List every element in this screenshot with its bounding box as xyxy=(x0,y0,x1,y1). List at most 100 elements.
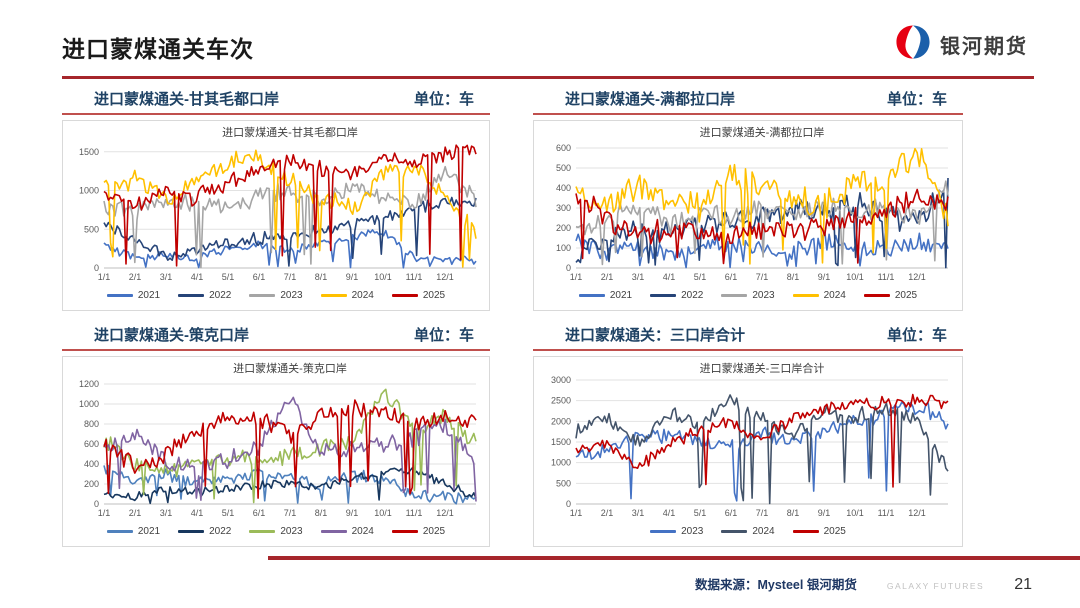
svg-text:11/1: 11/1 xyxy=(878,272,895,282)
svg-text:200: 200 xyxy=(84,479,99,489)
svg-text:9/1: 9/1 xyxy=(346,272,359,282)
svg-text:2500: 2500 xyxy=(551,396,571,406)
svg-text:8/1: 8/1 xyxy=(787,272,800,282)
svg-text:进口蒙煤通关-三口岸合计: 进口蒙煤通关-三口岸合计 xyxy=(700,361,825,375)
svg-text:10/1: 10/1 xyxy=(374,272,392,282)
svg-text:300: 300 xyxy=(556,203,571,213)
section-header: 进口蒙煤通关-满都拉口岸 单位：车 xyxy=(533,86,963,115)
svg-text:9/1: 9/1 xyxy=(818,508,831,518)
svg-text:1200: 1200 xyxy=(79,379,99,389)
legend-item: 2021 xyxy=(106,525,161,537)
page-title: 进口蒙煤通关车次 xyxy=(62,36,254,62)
legend-item: 2021 xyxy=(578,289,633,301)
svg-text:100: 100 xyxy=(556,243,571,253)
svg-text:1000: 1000 xyxy=(79,399,99,409)
svg-text:800: 800 xyxy=(84,419,99,429)
svg-text:2/1: 2/1 xyxy=(129,508,142,518)
header-divider xyxy=(62,76,1034,79)
svg-text:3/1: 3/1 xyxy=(160,508,173,518)
legend-line-swatch xyxy=(578,293,605,297)
svg-text:10/1: 10/1 xyxy=(846,272,864,282)
legend-line-swatch xyxy=(863,293,890,297)
svg-text:8/1: 8/1 xyxy=(315,272,328,282)
svg-text:11/1: 11/1 xyxy=(406,508,423,518)
line-chart-ganqimaodu: 进口蒙煤通关-甘其毛都口岸 0 500 1000 1500 1/1 2/1 3/1 4/1 5/1… xyxy=(64,124,488,284)
legend-line-swatch xyxy=(106,293,133,297)
chart-section-ceke: 进口蒙煤通关-策克口岸 单位：车 进口蒙煤通关-策克口岸 0 200 400 600 80… xyxy=(62,322,490,547)
svg-text:进口蒙煤通关-甘其毛都口岸: 进口蒙煤通关-甘其毛都口岸 xyxy=(222,125,358,139)
svg-text:6/1: 6/1 xyxy=(725,508,738,518)
legend-item: 2025 xyxy=(863,289,918,301)
legend-label: 2025 xyxy=(823,525,846,537)
section-header: 进口蒙煤通关-策克口岸 单位：车 xyxy=(62,322,490,351)
chart-legend: 2023 2024 2025 xyxy=(534,520,962,542)
legend-item: 2024 xyxy=(792,290,846,301)
legend-label: 2024 xyxy=(351,289,374,301)
section-unit-label: 单位：车 xyxy=(886,327,947,344)
legend-label: 2021 xyxy=(609,289,633,301)
section-unit-label: 单位：车 xyxy=(886,91,947,108)
svg-text:4/1: 4/1 xyxy=(663,272,676,282)
legend-item: 2025 xyxy=(792,525,846,537)
legend-line-swatch xyxy=(249,293,276,297)
chart-legend: 2021 2022 2023 2024 2025 xyxy=(534,284,962,306)
legend-label: 2025 xyxy=(894,289,918,301)
chart-section-total: 进口蒙煤通关：三口岸合计 单位：车 进口蒙煤通关-三口岸合计 0 500 1000 15… xyxy=(533,322,963,547)
svg-text:600: 600 xyxy=(84,439,99,449)
legend-label: 2021 xyxy=(137,289,161,301)
footer-divider xyxy=(268,556,1080,560)
legend-line-swatch xyxy=(650,529,677,533)
svg-text:8/1: 8/1 xyxy=(787,508,800,518)
chart-section-mandula: 进口蒙煤通关-满都拉口岸 单位：车 进口蒙煤通关-满都拉口岸 0 100 200 300… xyxy=(533,86,963,311)
legend-label: 2023 xyxy=(280,525,303,537)
data-source-label: 数据来源：Mysteel 银河期货 xyxy=(694,578,857,592)
svg-text:1000: 1000 xyxy=(551,458,571,468)
logo-text: 银河期货 xyxy=(940,36,1028,58)
svg-text:600: 600 xyxy=(556,143,571,153)
svg-text:500: 500 xyxy=(556,163,571,173)
legend-label: 2021 xyxy=(137,525,161,537)
legend-label: 2023 xyxy=(752,289,775,301)
section-unit-label: 单位：车 xyxy=(413,91,474,108)
svg-text:1/1: 1/1 xyxy=(570,272,583,282)
svg-text:1500: 1500 xyxy=(551,437,571,447)
svg-text:3/1: 3/1 xyxy=(160,272,173,282)
line-chart-mandula: 进口蒙煤通关-满都拉口岸 0 100 200 300 400 500 600 1/1 2/1 3/1… xyxy=(536,124,960,284)
section-header: 进口蒙煤通关-甘其毛都口岸 单位：车 xyxy=(62,86,490,115)
section-header: 进口蒙煤通关：三口岸合计 单位：车 xyxy=(533,322,963,351)
legend-line-swatch xyxy=(391,529,418,533)
legend-line-swatch xyxy=(721,293,748,297)
legend-label: 2024 xyxy=(351,525,374,537)
svg-text:3/1: 3/1 xyxy=(632,272,645,282)
svg-text:7/1: 7/1 xyxy=(284,508,297,518)
legend-item: 2022 xyxy=(178,290,231,301)
legend-item: 2021 xyxy=(106,289,161,301)
svg-text:7/1: 7/1 xyxy=(284,272,297,282)
svg-text:4/1: 4/1 xyxy=(191,508,204,518)
svg-text:2000: 2000 xyxy=(551,416,571,426)
legend-item: 2025 xyxy=(391,526,445,537)
svg-text:1/1: 1/1 xyxy=(98,508,111,518)
legend-label: 2025 xyxy=(422,289,446,301)
chart-panel: 进口蒙煤通关-甘其毛都口岸 0 500 1000 1500 1/1 2/1 3/1 4/1 5/1… xyxy=(62,120,490,311)
svg-text:6/1: 6/1 xyxy=(725,272,738,282)
svg-text:8/1: 8/1 xyxy=(315,508,328,518)
svg-text:500: 500 xyxy=(556,478,571,488)
legend-item: 2022 xyxy=(178,526,231,537)
svg-text:12/1: 12/1 xyxy=(908,508,926,518)
svg-text:进口蒙煤通关-策克口岸: 进口蒙煤通关-策克口岸 xyxy=(233,361,347,375)
legend-item: 2023 xyxy=(650,526,703,537)
svg-text:2/1: 2/1 xyxy=(129,272,142,282)
svg-text:12/1: 12/1 xyxy=(908,272,926,282)
galaxy-swirl-icon xyxy=(895,24,931,65)
chart-panel: 进口蒙煤通关-策克口岸 0 200 400 600 800 1000 1200 1/1 2/1 3/… xyxy=(62,356,490,547)
legend-line-swatch xyxy=(792,293,819,297)
svg-text:400: 400 xyxy=(84,459,99,469)
svg-text:5/1: 5/1 xyxy=(694,508,707,518)
svg-text:11/1: 11/1 xyxy=(878,508,895,518)
legend-item: 2023 xyxy=(721,289,775,301)
svg-text:1000: 1000 xyxy=(79,186,99,196)
legend-line-swatch xyxy=(650,293,677,297)
svg-text:4/1: 4/1 xyxy=(663,508,676,518)
svg-text:0: 0 xyxy=(94,499,99,509)
